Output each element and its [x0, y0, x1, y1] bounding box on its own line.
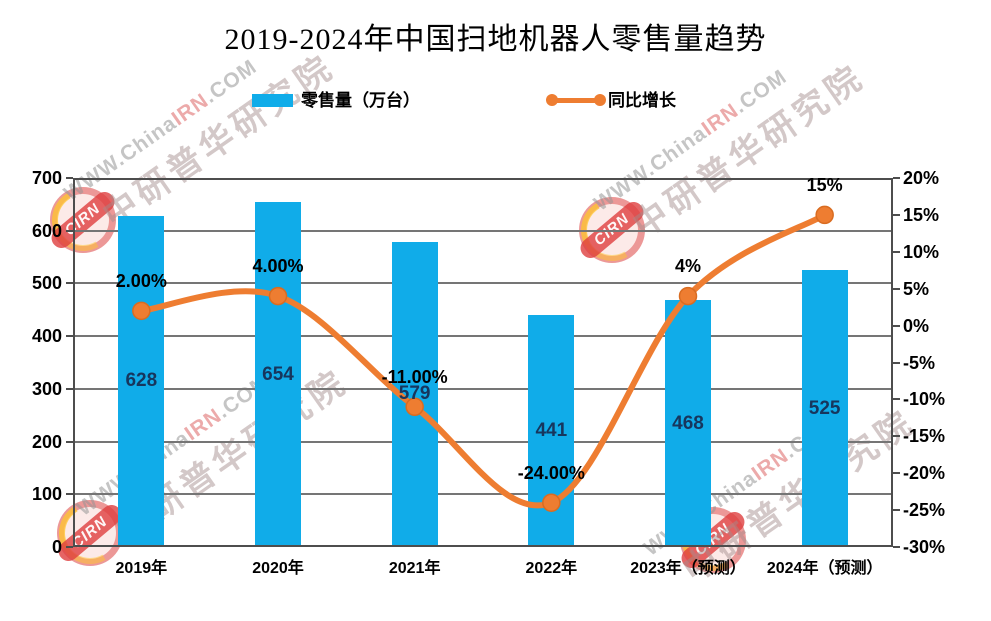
x-axis-label: 2023年（预测） [630, 560, 746, 577]
left-axis-tick [66, 282, 73, 285]
legend-line-label: 同比增长 [608, 91, 676, 110]
y-axis-label-left: 200 [31, 431, 62, 452]
cirn-logo-icon: CIRN [45, 182, 121, 258]
right-axis-tick [893, 177, 900, 179]
y-axis-label-right: -30% [903, 537, 946, 557]
y-axis-label-right: -15% [903, 426, 946, 447]
bar-value-label: 654 [262, 363, 294, 385]
right-axis-tick [893, 472, 900, 475]
legend-line-swatch [546, 93, 606, 107]
y-axis-label-right: -20% [903, 463, 946, 484]
y-axis-label-left: 400 [31, 326, 62, 347]
left-axis-tick [66, 493, 73, 496]
y-axis-label-left: 0 [51, 537, 62, 557]
y-axis-label-left: 300 [31, 378, 62, 399]
right-axis-tick [893, 213, 900, 216]
left-axis-tick [66, 387, 73, 390]
x-axis-label: 2022年 [525, 560, 578, 577]
right-axis-tick [893, 287, 900, 290]
y-axis-label-right: -10% [903, 389, 946, 410]
plot-border [73, 178, 893, 547]
right-axis-tick [893, 324, 900, 327]
growth-pct-label: 4.00% [252, 256, 304, 277]
y-axis-label-right: 0% [903, 315, 930, 336]
right-axis-tick [893, 398, 900, 401]
growth-pct-label: -24.00% [517, 462, 585, 483]
growth-pct-label: 4% [674, 256, 701, 277]
legend-bar-swatch [252, 94, 293, 107]
left-axis-tick [66, 229, 73, 232]
right-axis-tick [893, 509, 900, 512]
right-axis-tick [893, 361, 900, 364]
growth-pct-label: 15% [806, 174, 843, 195]
y-axis-label-left: 600 [31, 220, 62, 241]
y-axis-label-left: 500 [31, 273, 62, 294]
y-axis-label-right: -25% [903, 500, 946, 521]
bar-value-label: 628 [125, 370, 158, 392]
y-axis-label-right: 20% [903, 168, 940, 188]
bar-value-label: 468 [672, 412, 704, 434]
right-axis-tick [893, 546, 900, 548]
y-axis-label-left: 700 [31, 168, 62, 188]
y-axis-label-right: 15% [903, 204, 940, 225]
y-axis-label-right: 5% [903, 278, 930, 299]
left-axis-tick [66, 177, 73, 179]
x-axis-label: 2021年 [388, 560, 441, 577]
left-axis-tick [66, 440, 73, 443]
growth-pct-label: -11.00% [381, 366, 448, 387]
right-axis-tick [893, 435, 900, 438]
x-axis-label: 2019年 [115, 560, 168, 577]
left-axis-tick [66, 335, 73, 338]
growth-pct-label: 2.00% [115, 270, 167, 291]
y-axis-label-left: 100 [31, 484, 62, 505]
right-axis-tick [893, 250, 900, 253]
legend-line-marker-icon [594, 94, 606, 106]
x-axis-label: 2024年（预测） [766, 560, 883, 577]
legend-line-segment [550, 98, 602, 103]
y-axis-label-right: 10% [903, 241, 940, 262]
bar-value-label: 525 [808, 397, 841, 419]
y-axis-label-right: -5% [903, 352, 936, 373]
bar-value-label: 441 [535, 419, 568, 441]
chart-title: 2019-2024年中国扫地机器人零售量趋势 [224, 23, 767, 56]
legend-bar-label: 零售量（万台） [301, 91, 420, 110]
left-axis-tick [66, 546, 73, 548]
x-axis-label: 2020年 [252, 560, 304, 577]
